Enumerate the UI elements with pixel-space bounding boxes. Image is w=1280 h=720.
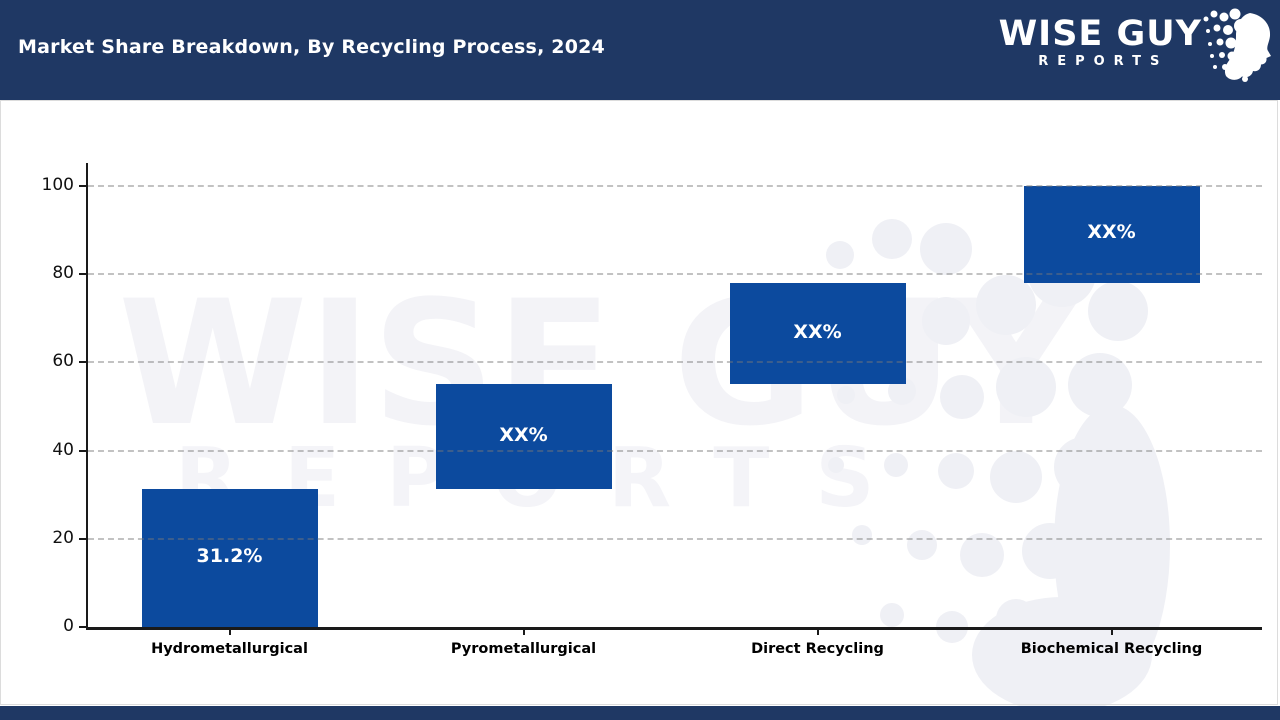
y-tick-label: 80 — [52, 263, 74, 283]
bar-value-label: 31.2% — [196, 545, 263, 568]
y-tick-mark — [79, 537, 87, 540]
header-bar: Market Share Breakdown, By Recycling Pro… — [0, 0, 1280, 100]
x-tick-mark — [816, 628, 819, 635]
y-tick-label: 100 — [41, 174, 74, 195]
y-tick-label: 20 — [52, 527, 74, 548]
bar: 31.2% — [141, 489, 318, 627]
x-category-label: Direct Recycling — [751, 641, 884, 657]
y-tick-mark — [79, 626, 87, 628]
bar-value-label: XX% — [1087, 221, 1136, 244]
bar: XX% — [729, 282, 906, 385]
grid-line — [88, 273, 1262, 275]
y-tick-mark — [79, 273, 87, 275]
y-tick-label: 0 — [63, 616, 74, 636]
grid-line — [88, 537, 1262, 540]
footer-bar — [0, 706, 1280, 720]
grid-line — [88, 184, 1262, 187]
grid-line — [88, 361, 1262, 364]
x-tick-mark — [522, 628, 525, 635]
x-category-label: Hydrometallurgical — [151, 641, 308, 657]
brand-logo-wordmark: WISE GUY — [998, 14, 1202, 54]
x-category-label: Pyrometallurgical — [450, 641, 597, 657]
chart-title: Market Share Breakdown, By Recycling Pro… — [18, 36, 605, 58]
bar: XX% — [1023, 185, 1200, 283]
bar: XX% — [435, 384, 612, 490]
y-tick-mark — [79, 361, 87, 364]
brand-logo: WISE GUY REPORTS — [999, 16, 1202, 69]
y-tick-mark — [79, 449, 87, 452]
brand-face-icon — [1203, 8, 1271, 82]
y-tick-label: 60 — [52, 351, 74, 372]
bar-value-label: XX% — [499, 423, 548, 446]
y-axis-line — [86, 163, 88, 629]
y-tick-label: 40 — [52, 439, 74, 460]
x-tick-mark — [228, 628, 231, 635]
x-axis-line — [86, 627, 1262, 630]
bar-value-label: XX% — [793, 320, 842, 343]
grid-line — [88, 449, 1262, 452]
x-tick-mark — [1110, 628, 1113, 635]
x-category-label: Biochemical Recycling — [1020, 641, 1203, 657]
brand-logo-subtitle: REPORTS — [1038, 53, 1169, 69]
y-tick-mark — [79, 184, 87, 187]
